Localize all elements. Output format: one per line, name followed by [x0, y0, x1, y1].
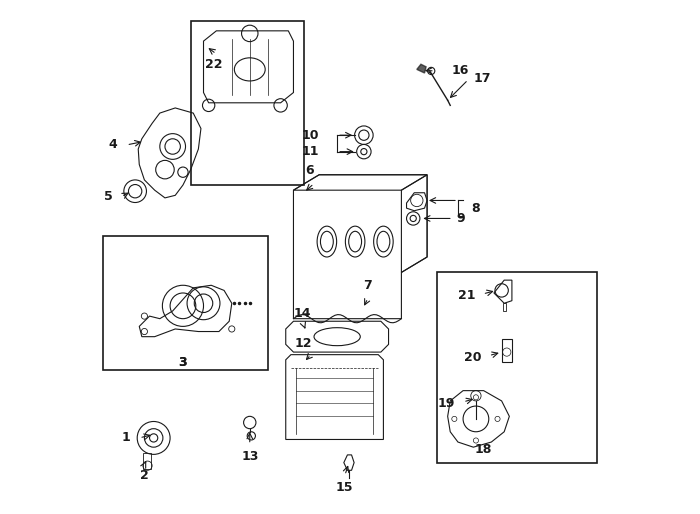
Polygon shape	[416, 64, 426, 73]
Text: 4: 4	[109, 138, 118, 152]
Text: 16: 16	[452, 64, 469, 78]
Text: 3: 3	[178, 356, 188, 369]
Bar	[190, 21, 304, 185]
Text: 12: 12	[295, 337, 312, 350]
Bar	[144, 453, 151, 469]
Text: 20: 20	[464, 351, 482, 364]
Text: 3: 3	[178, 356, 188, 369]
Bar	[502, 339, 512, 362]
Text: 6: 6	[306, 164, 314, 177]
Text: 14: 14	[294, 307, 312, 320]
Text: 8: 8	[471, 201, 480, 215]
Text: 5: 5	[104, 190, 113, 204]
Text: 13: 13	[241, 450, 258, 463]
Bar	[438, 272, 596, 463]
Text: 10: 10	[302, 128, 319, 142]
Text: 15: 15	[335, 481, 353, 493]
Text: 22: 22	[205, 58, 223, 70]
Text: 7: 7	[363, 279, 372, 292]
Text: 11: 11	[302, 145, 319, 158]
Bar	[503, 303, 505, 311]
Bar	[104, 236, 268, 370]
Text: 2: 2	[140, 469, 149, 482]
Text: 19: 19	[438, 397, 456, 410]
Text: 9: 9	[456, 212, 465, 225]
Text: 18: 18	[475, 443, 492, 456]
Text: 1: 1	[121, 431, 130, 445]
Text: 21: 21	[458, 289, 475, 302]
Text: 17: 17	[473, 71, 491, 85]
